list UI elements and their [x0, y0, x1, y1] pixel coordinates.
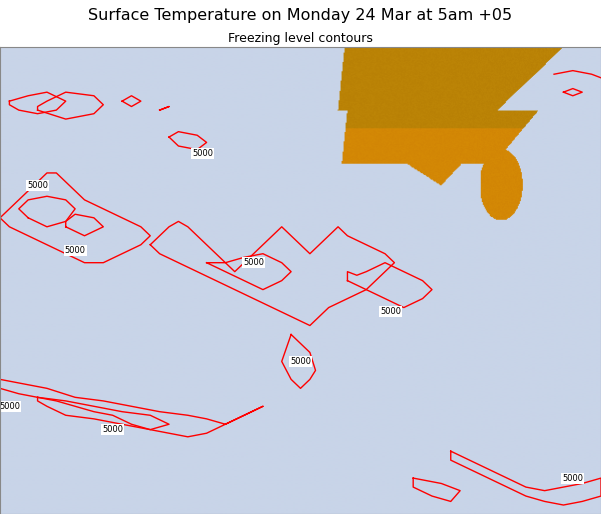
Text: Freezing level contours: Freezing level contours: [228, 32, 373, 45]
Text: 5000: 5000: [380, 307, 401, 316]
Text: 5000: 5000: [243, 258, 264, 267]
Text: 5000: 5000: [290, 357, 311, 366]
Text: 5000: 5000: [102, 425, 123, 434]
Text: 5000: 5000: [563, 473, 584, 483]
Text: Surface Temperature on Monday 24 Mar at 5am +05: Surface Temperature on Monday 24 Mar at …: [88, 8, 513, 23]
Text: 5000: 5000: [192, 149, 213, 158]
Text: 5000: 5000: [0, 402, 20, 411]
Text: 5000: 5000: [65, 246, 85, 254]
Text: 5000: 5000: [27, 181, 48, 190]
